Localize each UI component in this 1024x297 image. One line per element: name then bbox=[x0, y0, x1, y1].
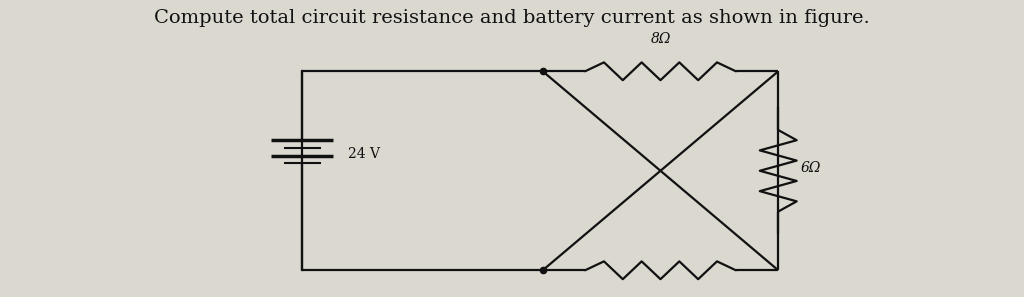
Text: 24 V: 24 V bbox=[348, 147, 380, 162]
Text: 8Ω: 8Ω bbox=[650, 32, 671, 46]
Text: 6Ω: 6Ω bbox=[801, 161, 821, 175]
Text: Compute total circuit resistance and battery current as shown in figure.: Compute total circuit resistance and bat… bbox=[155, 9, 869, 27]
